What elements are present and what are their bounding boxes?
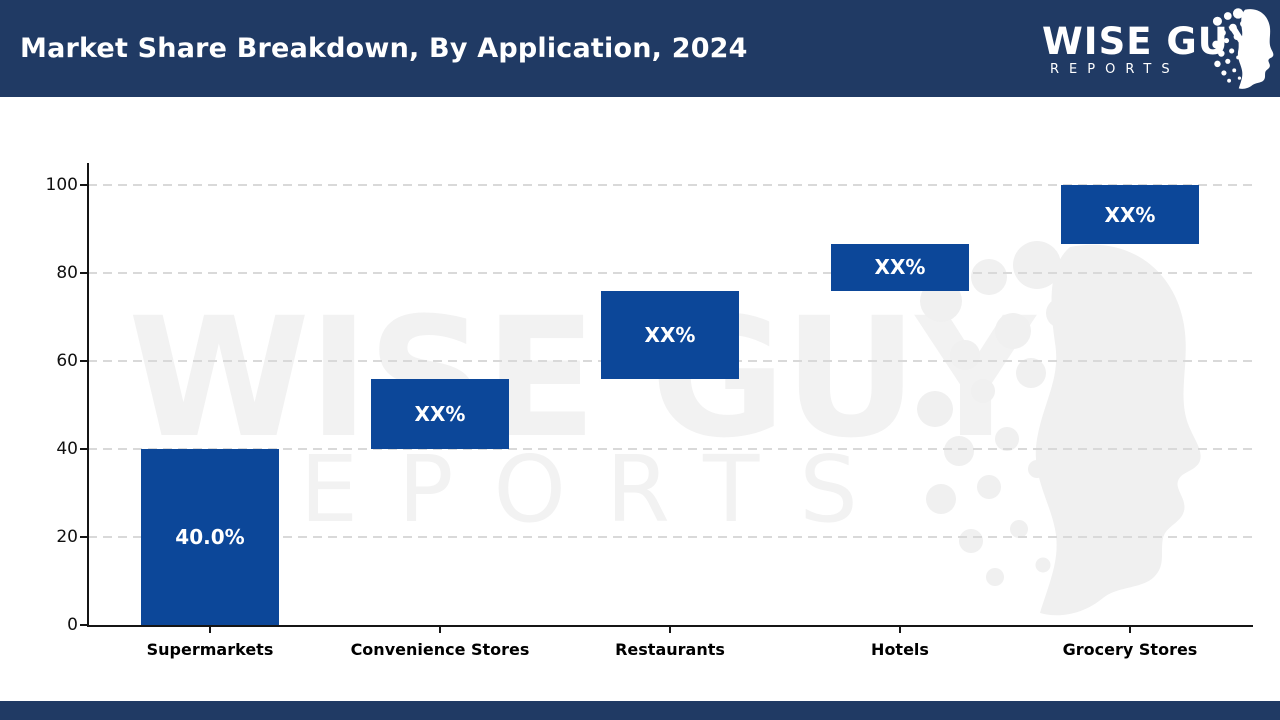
x-tick-mark <box>1129 627 1131 633</box>
bar: XX% <box>371 378 509 449</box>
y-tick-mark <box>80 272 87 274</box>
x-category-label: Hotels <box>871 640 929 659</box>
bar-value-label: 40.0% <box>175 525 245 549</box>
footer-bar <box>0 701 1280 720</box>
y-tick-mark <box>80 536 87 538</box>
watermark-face-icon <box>905 235 1205 625</box>
bar: XX% <box>831 244 969 291</box>
y-gridline <box>88 184 1253 186</box>
x-tick-mark <box>669 627 671 633</box>
logo-subtext: REPORTS <box>1050 62 1180 77</box>
watermark-wordmark: WISE GUY <box>128 282 1035 474</box>
x-category-label: Supermarkets <box>146 640 274 659</box>
y-tick-label: 80 <box>56 263 78 283</box>
bar-value-label: XX% <box>1104 202 1156 227</box>
bar-value-label: XX% <box>644 322 696 347</box>
x-tick-mark <box>899 627 901 633</box>
bar-value-label: XX% <box>874 255 926 280</box>
y-tick-mark <box>80 624 87 626</box>
y-tick-mark <box>80 184 87 186</box>
y-tick-mark <box>80 448 87 450</box>
x-category-label: Restaurants <box>615 640 725 659</box>
y-tick-mark <box>80 360 87 362</box>
bar: 40.0% <box>141 449 279 625</box>
y-gridline <box>88 536 1253 538</box>
header-bar: Market Share Breakdown, By Application, … <box>0 0 1280 97</box>
y-tick-label: 60 <box>56 351 78 371</box>
x-axis-line <box>87 625 1253 627</box>
y-tick-label: 0 <box>67 615 78 635</box>
bar: XX% <box>601 290 739 379</box>
watermark-subtext: REPORTS <box>196 436 898 543</box>
y-tick-label: 20 <box>56 527 78 547</box>
y-tick-label: 40 <box>56 439 78 459</box>
x-category-label: Convenience Stores <box>350 640 530 659</box>
dotted-face-icon <box>1208 7 1276 91</box>
y-gridline <box>88 448 1253 450</box>
x-tick-mark <box>209 627 211 633</box>
bar: XX% <box>1061 185 1199 245</box>
x-category-label: Grocery Stores <box>1062 640 1198 659</box>
bar-value-label: XX% <box>414 401 466 426</box>
y-tick-label: 100 <box>45 175 78 195</box>
wise-guy-reports-logo: WISE GUY REPORTS <box>1030 0 1280 97</box>
page-title: Market Share Breakdown, By Application, … <box>20 33 748 64</box>
x-tick-mark <box>439 627 441 633</box>
y-axis-line <box>87 163 89 627</box>
y-gridline <box>88 272 1253 274</box>
